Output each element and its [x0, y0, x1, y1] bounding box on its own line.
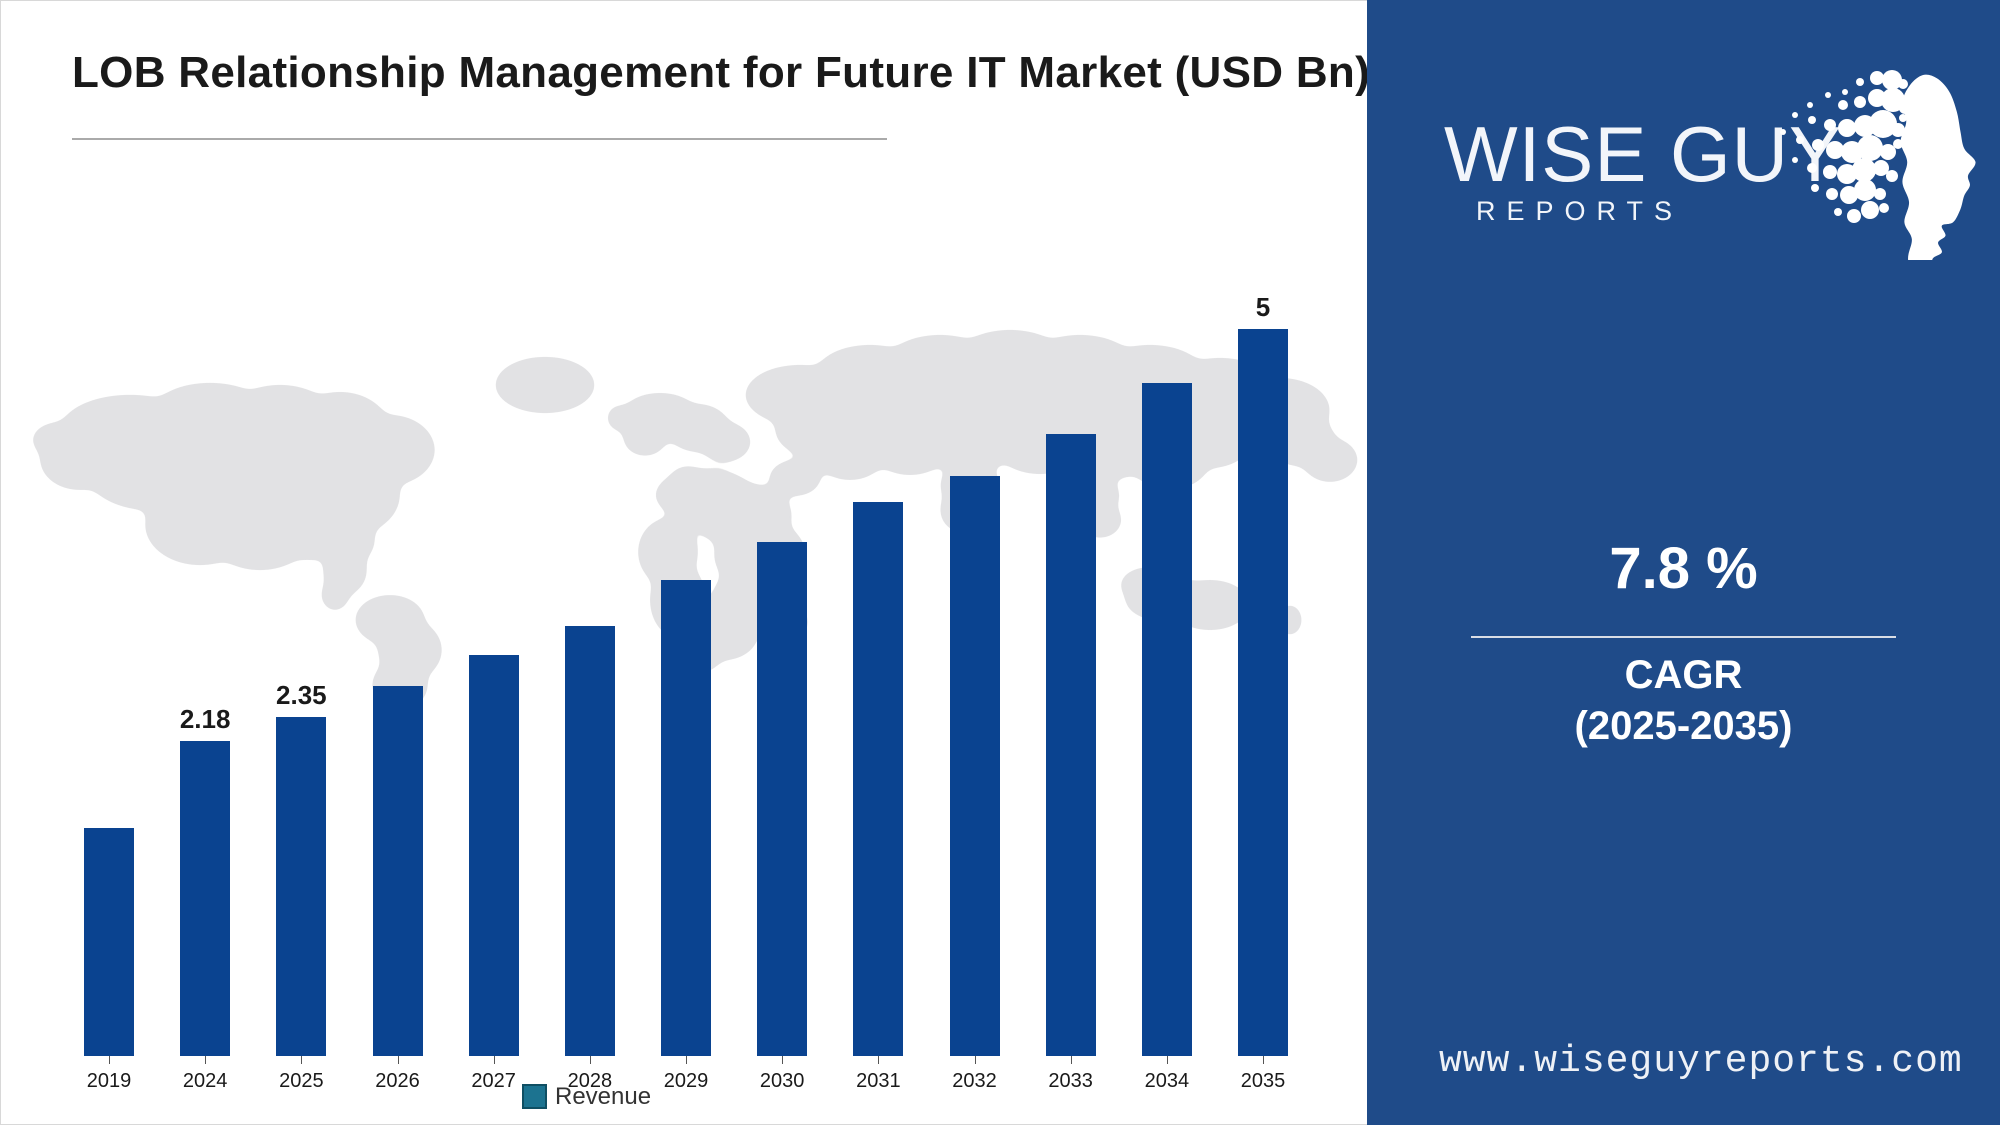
svg-text:REPORTS: REPORTS [1476, 196, 1683, 226]
svg-text:WISE GUY: WISE GUY [1444, 110, 1842, 198]
